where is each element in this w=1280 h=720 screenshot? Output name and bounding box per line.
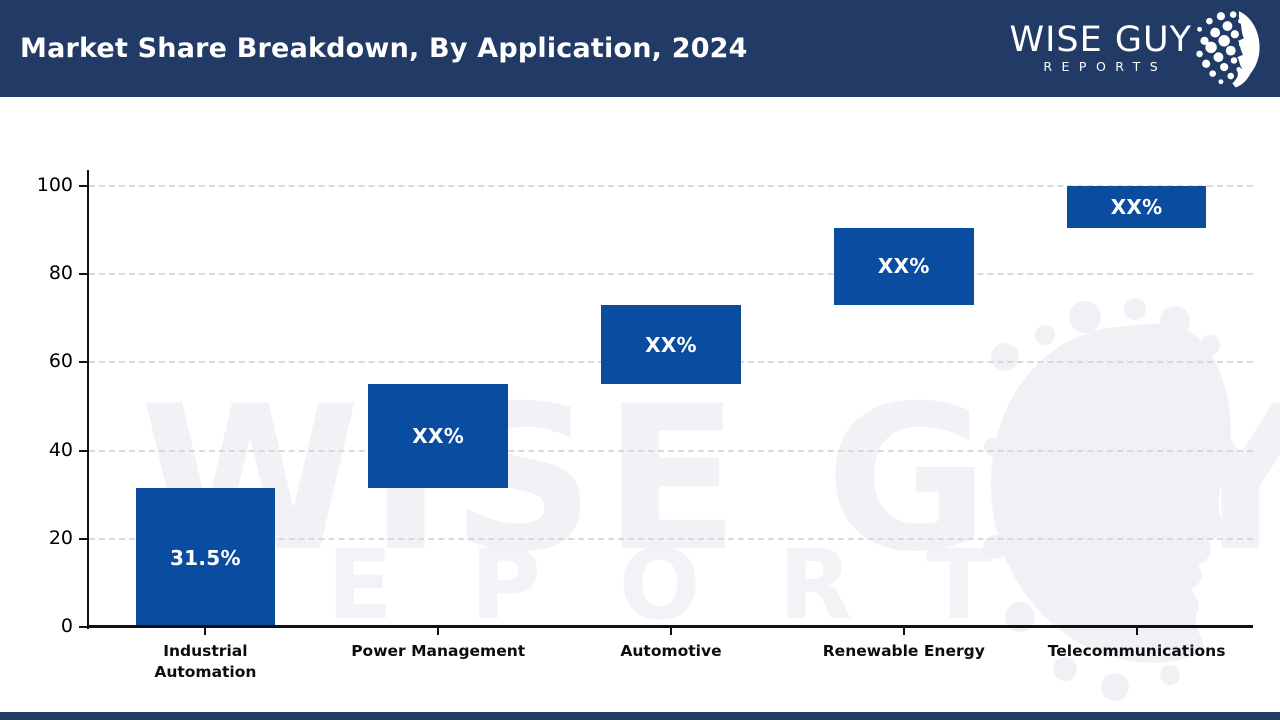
- x-category-label: Telecommunications: [1047, 642, 1226, 660]
- chart-area: WISE GUY REPORTS 0 20 40 60 80 100 31.5% Indust…: [0, 97, 1280, 712]
- bar-value-label: XX%: [645, 332, 697, 357]
- gridline-y100: [89, 185, 1253, 187]
- x-tick-mark: [1135, 627, 1138, 635]
- bar-value-label: XX%: [1110, 194, 1163, 219]
- y-tick-label: 20: [48, 526, 73, 549]
- x-tick-mark: [204, 627, 207, 635]
- bar-segment: XX%: [833, 227, 974, 306]
- logo-wordmark: WISE GUY: [1009, 20, 1192, 61]
- y-tick-label: 60: [48, 350, 73, 373]
- gridline-y20: [89, 537, 1253, 540]
- bar-segment: XX%: [368, 384, 509, 489]
- y-tick-label: 0: [60, 615, 73, 637]
- y-axis-line: [87, 170, 89, 629]
- x-tick-mark: [670, 627, 672, 635]
- x-tick-mark: [437, 627, 440, 635]
- y-tick-mark: [79, 185, 89, 187]
- gridline-y40: [89, 449, 1253, 452]
- bar-segment: XX%: [601, 305, 741, 385]
- x-category-label: Renewable Energy: [822, 642, 985, 660]
- bar-segment: 31.5%: [135, 488, 276, 627]
- bar-value-label: XX%: [877, 254, 930, 279]
- y-tick-label: 80: [48, 262, 73, 285]
- header-bar: Market Share Breakdown, By Application, …: [0, 0, 1280, 97]
- chart-title: Market Share Breakdown, By Application, …: [20, 33, 748, 64]
- gridline-y80: [89, 273, 1253, 276]
- x-tick-mark: [902, 627, 905, 635]
- footer-bar: [0, 712, 1280, 720]
- x-category-label: Industrial Automation: [154, 642, 257, 681]
- bar-value-label: 31.5%: [169, 545, 241, 570]
- y-tick-mark: [79, 361, 89, 364]
- logo-text: WISE GUY REPORTS: [1009, 23, 1192, 74]
- watermark-face-icon: [983, 298, 1232, 701]
- bar-value-label: XX%: [412, 424, 465, 449]
- y-tick-label: 100: [36, 174, 73, 196]
- y-tick-mark: [79, 537, 89, 540]
- wise-guy-reports-logo: WISE GUY REPORTS: [1009, 8, 1280, 90]
- y-tick-mark: [79, 449, 89, 452]
- y-tick-mark: [79, 273, 89, 276]
- logo-subtitle: REPORTS: [1043, 59, 1168, 75]
- watermark-text-reports: REPORTS: [175, 529, 1217, 641]
- y-tick-mark: [79, 626, 89, 628]
- logo-face-icon: [1196, 10, 1260, 88]
- bar-segment: XX%: [1066, 186, 1207, 228]
- x-category-label: Automotive: [620, 642, 722, 660]
- y-tick-label: 40: [48, 438, 73, 461]
- x-axis-line: [87, 625, 1253, 628]
- x-category-label: Power Management: [351, 642, 526, 660]
